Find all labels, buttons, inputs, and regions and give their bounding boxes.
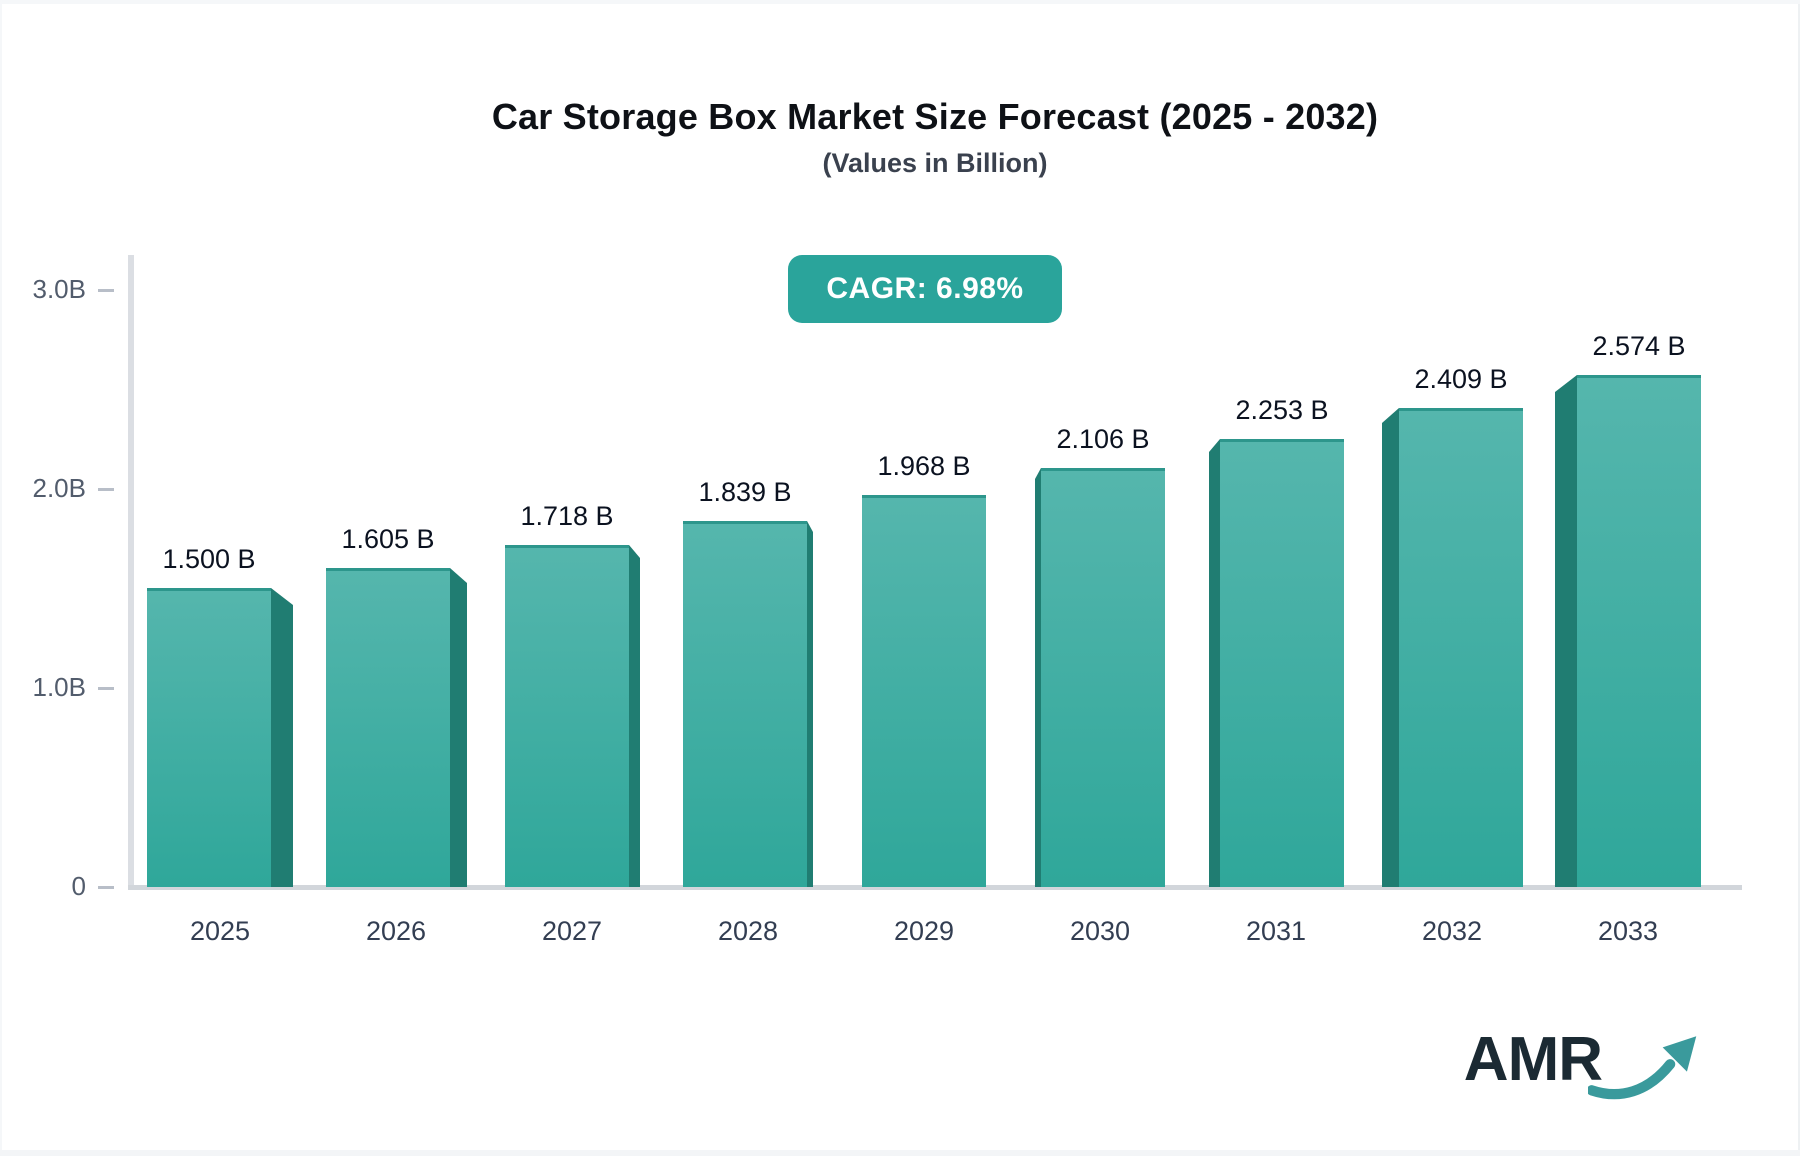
bar-side-face	[1382, 408, 1399, 887]
cagr-badge: CAGR: 6.98%	[788, 255, 1062, 323]
y-tick-mark	[98, 687, 114, 690]
bar-side-face	[629, 545, 640, 887]
y-tick-label: 0	[71, 871, 86, 901]
bar-side-face	[1555, 375, 1577, 887]
x-tick-label: 2032	[1421, 916, 1483, 946]
bar-value-label: 2.106 B	[1056, 424, 1150, 454]
y-tick-mark	[98, 488, 114, 491]
y-tick-label: 1.0B	[32, 672, 87, 702]
bar-side-face	[1209, 439, 1220, 887]
bar-face	[326, 568, 450, 887]
x-axis-line	[128, 885, 1742, 890]
trend-up-arrow-icon	[1588, 1036, 1697, 1100]
bar-face	[1220, 439, 1344, 887]
bar-face	[862, 495, 986, 887]
bar-value-label: 2.409 B	[1414, 364, 1508, 394]
x-tick-label: 2030	[1069, 916, 1131, 946]
bar-side-face	[450, 568, 467, 887]
bar-face	[1399, 408, 1523, 887]
x-tick-label: 2026	[365, 916, 427, 946]
bar-2029[interactable]	[862, 495, 986, 887]
bar-value-label: 1.968 B	[877, 451, 971, 481]
bar-value-label: 1.718 B	[520, 501, 614, 531]
bar-2032[interactable]	[1382, 408, 1523, 887]
y-axis-line	[128, 255, 134, 890]
chart-subtitle: (Values in Billion)	[822, 148, 1048, 178]
x-tick-label: 2033	[1597, 916, 1659, 946]
bar-face	[1577, 375, 1701, 887]
chart-title: Car Storage Box Market Size Forecast (20…	[491, 96, 1379, 137]
x-tick-label: 2028	[717, 916, 779, 946]
bar-2033[interactable]	[1555, 375, 1701, 887]
bar-value-label: 1.605 B	[341, 524, 435, 554]
x-tick-label: 2031	[1245, 916, 1307, 946]
x-tick-label: 2025	[189, 916, 251, 946]
bar-side-face	[807, 521, 813, 887]
amr-logo-text: AMR	[1463, 1025, 1603, 1094]
y-tick-label: 2.0B	[32, 473, 87, 503]
cagr-badge-label: CAGR: 6.98%	[826, 272, 1024, 305]
y-tick-mark	[98, 886, 114, 889]
bar-value-label: 2.253 B	[1235, 395, 1329, 425]
bar-face	[1041, 468, 1165, 887]
bar-value-label: 1.500 B	[162, 544, 256, 574]
bar-value-label: 2.574 B	[1592, 331, 1686, 361]
bar-2031[interactable]	[1209, 439, 1344, 887]
bar-2028[interactable]	[683, 521, 813, 887]
bar-face	[683, 521, 807, 887]
bar-face	[505, 545, 629, 887]
bar-2027[interactable]	[505, 545, 640, 887]
x-tick-label: 2027	[541, 916, 603, 946]
bar-value-label: 1.839 B	[698, 477, 792, 507]
y-tick-mark	[98, 289, 114, 292]
amr-logo: AMR	[1463, 1025, 1700, 1100]
bar-2026[interactable]	[326, 568, 467, 887]
bar-side-face	[271, 588, 293, 887]
bar-2025[interactable]	[147, 588, 293, 887]
bar-side-face	[1035, 468, 1041, 887]
bar-2030[interactable]	[1035, 468, 1165, 887]
x-tick-label: 2029	[893, 916, 955, 946]
y-tick-label: 3.0B	[32, 274, 87, 304]
bar-face	[147, 588, 271, 887]
